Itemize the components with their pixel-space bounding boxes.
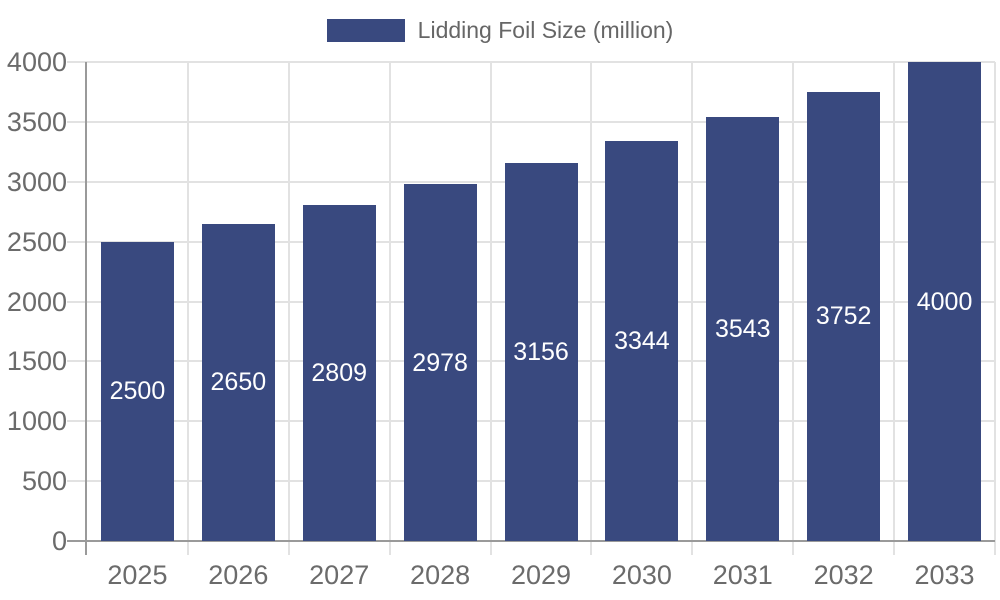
bar-value-label: 3344 <box>614 326 670 355</box>
x-gridline <box>792 62 795 555</box>
legend: Lidding Foil Size (million) <box>0 19 1000 42</box>
y-tick-label: 1000 <box>6 406 67 437</box>
x-tick-label: 2030 <box>611 560 672 590</box>
bar: 2978 <box>403 184 477 541</box>
x-gridline <box>994 62 996 555</box>
x-tick-label: 2027 <box>309 560 370 590</box>
x-gridline <box>590 62 593 555</box>
y-tick-label: 2500 <box>6 226 67 257</box>
y-tick-label: 500 <box>21 466 67 497</box>
legend-item-lidding-foil-size[interactable]: Lidding Foil Size (million) <box>326 17 674 43</box>
y-gridline <box>67 61 995 63</box>
bar-value-label: 2809 <box>311 358 368 387</box>
y-gridline <box>67 120 995 123</box>
y-axis-line <box>85 62 87 555</box>
y-tick-label: 0 <box>51 526 67 556</box>
y-tick-label: 4000 <box>6 47 67 77</box>
bar-value-label: 3543 <box>714 314 771 343</box>
bar: 3156 <box>504 163 578 541</box>
x-gridline <box>893 62 896 555</box>
x-tick-label: 2028 <box>410 560 471 590</box>
bar-value-label: 2978 <box>412 348 468 377</box>
bar: 3344 <box>605 140 679 541</box>
x-gridline <box>691 62 694 555</box>
x-tick-label: 2026 <box>208 560 269 590</box>
bar-value-label: 3156 <box>513 338 569 367</box>
bar-value-label: 2500 <box>109 377 166 406</box>
bar: 3752 <box>807 91 881 541</box>
x-tick-label: 2032 <box>813 560 874 590</box>
y-tick-label: 3000 <box>6 166 67 197</box>
x-gridline <box>388 62 391 555</box>
bar: 2500 <box>100 241 174 541</box>
x-tick-label: 2033 <box>914 560 975 590</box>
x-gridline <box>287 62 290 555</box>
legend-swatch <box>326 19 405 42</box>
x-tick-label: 2025 <box>107 560 168 590</box>
x-gridline <box>489 62 492 555</box>
legend-label: Lidding Foil Size (million) <box>417 17 674 43</box>
bar-value-label: 3752 <box>815 302 872 331</box>
y-tick-label: 2000 <box>6 286 67 317</box>
x-gridline <box>186 62 189 555</box>
x-tick-label: 2031 <box>712 560 773 590</box>
bar: 3543 <box>706 116 780 541</box>
y-tick-label: 3500 <box>6 106 67 137</box>
bar: 2650 <box>201 223 275 541</box>
bar: 4000 <box>908 62 982 541</box>
x-axis-line <box>67 540 995 542</box>
bar: 2809 <box>302 204 376 541</box>
x-tick-label: 2029 <box>510 560 572 590</box>
bar-value-label: 2650 <box>210 368 267 397</box>
y-tick-label: 1500 <box>6 346 67 377</box>
bar-value-label: 4000 <box>916 287 973 316</box>
